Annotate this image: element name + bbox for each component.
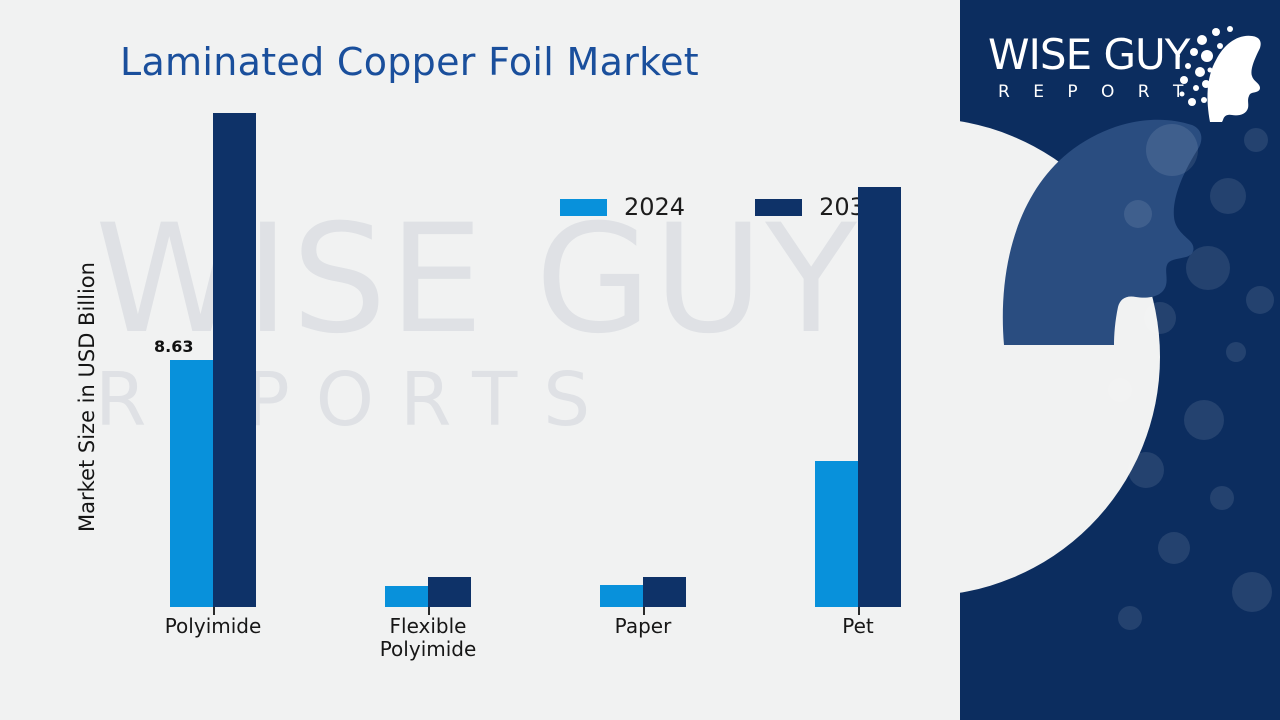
bar-chart: Market Size in USD Billion 2024 2032 8.63… [75, 107, 901, 661]
y-axis-label: Market Size in USD Billion [75, 262, 99, 532]
decorative-dot [1108, 378, 1132, 402]
decorative-dot [1232, 572, 1272, 612]
decorative-dot [1184, 400, 1224, 440]
bar-group: Pet [815, 107, 901, 638]
decorative-dot [1124, 200, 1152, 228]
bar-2032[interactable] [858, 187, 901, 607]
decorative-dot [1244, 128, 1268, 152]
x-axis-tick [428, 607, 430, 615]
brand-panel: WISE GUY R E P O R T S [960, 0, 1280, 720]
bar-group: 8.63 Polyimide [154, 107, 261, 638]
decorative-dot [1226, 342, 1246, 362]
logo-secondary-text: R E P O R T S [998, 82, 1227, 102]
bar-2024[interactable] [385, 586, 428, 607]
bar-2024[interactable] [170, 360, 213, 607]
legend-swatch [755, 198, 803, 216]
bar-value-label: 8.63 [154, 337, 194, 356]
x-axis-tick-label: Flexible Polyimide [379, 614, 477, 661]
decorative-dot [1246, 286, 1274, 314]
x-axis-tick [213, 607, 215, 615]
x-axis-tick-label: Paper [614, 614, 672, 638]
decorative-dot [1146, 124, 1198, 176]
logo-primary-text: WISE GUY [988, 30, 1190, 79]
bar-2024[interactable] [815, 461, 858, 607]
bar-group: Flexible Polyimide [380, 107, 476, 661]
bar-2032[interactable] [428, 577, 471, 607]
x-axis-tick-label: Polyimide [164, 614, 262, 638]
decorative-dot [1186, 246, 1230, 290]
decorative-dot [1158, 532, 1190, 564]
page-title: Laminated Copper Foil Market [120, 40, 699, 84]
legend-item-2024[interactable]: 2024 [560, 193, 685, 221]
decorative-dot [1210, 486, 1234, 510]
x-axis-tick [858, 607, 860, 615]
legend-label: 2024 [624, 193, 686, 221]
x-axis-tick [643, 607, 645, 615]
bar-group: Paper [600, 107, 686, 638]
decorative-dot [1210, 178, 1246, 214]
wiseguy-logo: WISE GUY R E P O R T S [988, 26, 1261, 122]
decorative-dot [1118, 606, 1142, 630]
decorative-dot [1128, 452, 1164, 488]
x-axis-tick-label: Pet [842, 614, 874, 638]
decorative-dot [1144, 302, 1176, 334]
bar-2032[interactable] [213, 113, 256, 607]
bar-2024[interactable] [600, 585, 643, 607]
head-silhouette-icon [1002, 119, 1202, 345]
bar-2032[interactable] [643, 577, 686, 607]
legend-swatch [560, 198, 607, 216]
logo-head-icon [1176, 26, 1261, 122]
